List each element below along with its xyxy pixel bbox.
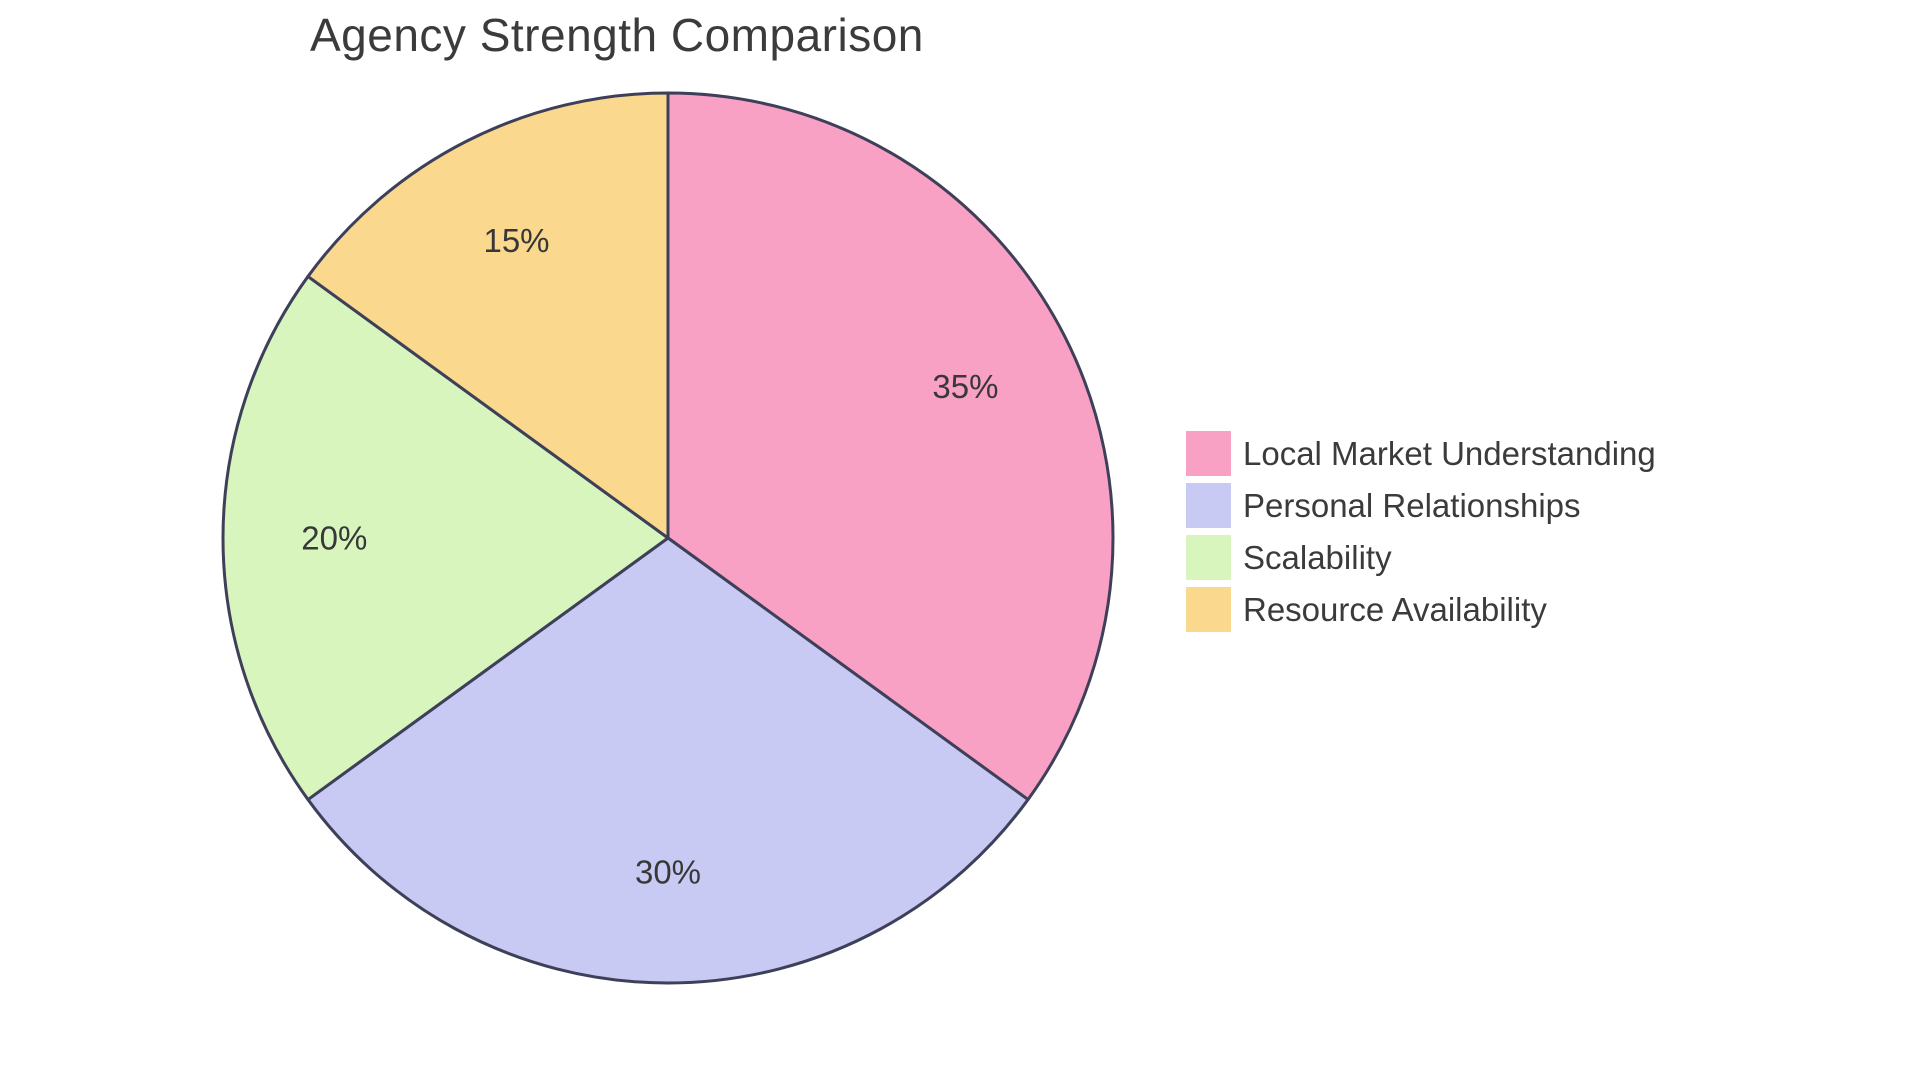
legend-swatch bbox=[1186, 483, 1231, 528]
slice-label: 30% bbox=[635, 853, 701, 890]
pie-slice-scalability bbox=[221, 274, 670, 802]
pie-slice-resource-availability bbox=[306, 91, 670, 540]
slice-label: 35% bbox=[932, 368, 998, 405]
chart-title: Agency Strength Comparison bbox=[310, 9, 924, 61]
legend-swatch bbox=[1186, 431, 1231, 476]
legend-item: Local Market Understanding bbox=[1186, 431, 1656, 476]
legend-label: Local Market Understanding bbox=[1243, 434, 1656, 472]
chart-legend: Local Market Understanding Personal Relat… bbox=[1186, 431, 1656, 632]
pie-slice-local-market-understanding bbox=[666, 91, 1115, 802]
pie-slice-personal-relationships bbox=[306, 536, 1030, 985]
legend-swatch bbox=[1186, 587, 1231, 632]
legend-item: Scalability bbox=[1186, 535, 1656, 580]
legend-item: Personal Relationships bbox=[1186, 483, 1656, 528]
legend-label: Personal Relationships bbox=[1243, 486, 1581, 524]
slice-label: 15% bbox=[483, 222, 549, 259]
legend-item: Resource Availability bbox=[1186, 587, 1656, 632]
legend-label: Scalability bbox=[1243, 538, 1392, 576]
legend-swatch bbox=[1186, 535, 1231, 580]
slice-label: 20% bbox=[301, 520, 367, 557]
legend-label: Resource Availability bbox=[1243, 590, 1547, 628]
